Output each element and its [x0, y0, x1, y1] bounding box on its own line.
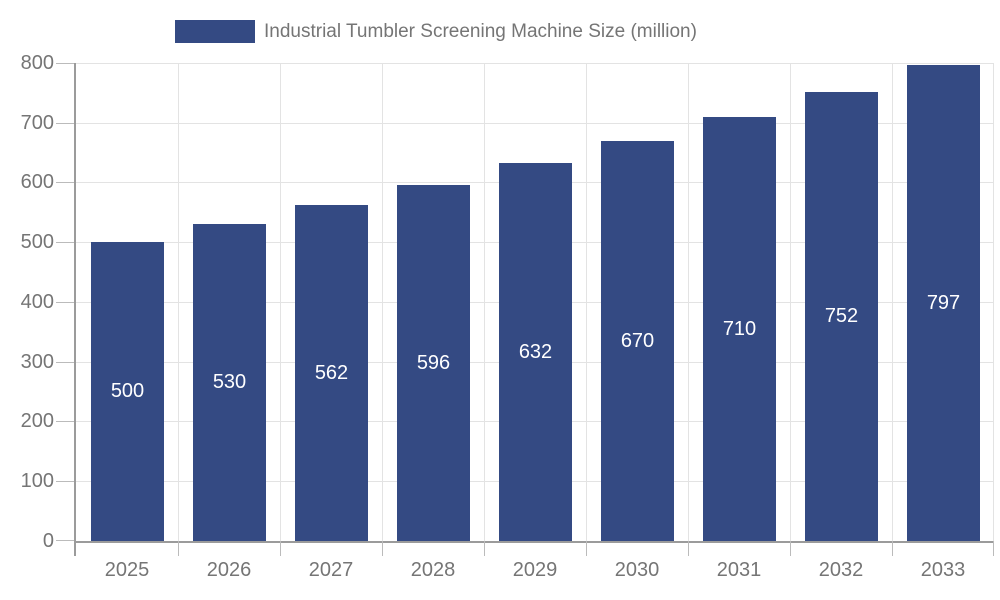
x-axis-label: 2026	[206, 559, 252, 581]
y-axis-label: 800	[20, 52, 54, 74]
y-axis-tick	[56, 242, 74, 243]
bar-value-label: 596	[416, 351, 451, 374]
x-axis-tick	[178, 541, 179, 556]
x-gridline	[790, 63, 791, 541]
y-axis-tick	[56, 362, 74, 363]
bar[interactable]: 596	[397, 185, 470, 541]
legend-swatch-icon	[175, 20, 255, 43]
y-axis-label: 0	[42, 530, 54, 552]
plot-area: 0 100 200 300 400 500 600 700 800 500 2025 530 2026 5…	[21, 53, 994, 581]
y-axis-tick	[56, 63, 74, 64]
x-axis-tick	[382, 541, 383, 556]
y-gridline	[76, 63, 994, 64]
y-axis-tick	[56, 481, 74, 482]
y-gridline	[76, 123, 994, 124]
x-axis-tick	[892, 541, 893, 556]
x-axis-tick	[993, 541, 994, 556]
x-axis-label: 2028	[410, 559, 456, 581]
x-axis-label: 2032	[818, 559, 864, 581]
x-axis-label: 2029	[512, 559, 558, 581]
bar-value-label: 562	[314, 361, 349, 384]
y-axis-label: 600	[20, 171, 54, 193]
bar[interactable]: 562	[295, 205, 368, 541]
x-gridline	[688, 63, 689, 541]
bar[interactable]: 710	[703, 117, 776, 541]
x-gridline	[892, 63, 893, 541]
y-axis-label: 500	[20, 231, 54, 253]
x-axis-label: 2027	[308, 559, 354, 581]
bar[interactable]: 500	[91, 242, 164, 541]
bar-value-label: 530	[212, 371, 247, 393]
x-axis-tick	[280, 541, 281, 556]
x-axis-label: 2031	[716, 559, 762, 581]
legend[interactable]: Industrial Tumbler Screening Machine Siz…	[175, 20, 697, 43]
bar-value-label: 500	[110, 380, 145, 402]
x-gridline	[280, 63, 281, 541]
y-axis-tick	[56, 302, 74, 303]
bar[interactable]: 752	[805, 92, 878, 541]
bar-value-label: 797	[926, 291, 961, 314]
legend-label: Industrial Tumbler Screening Machine Siz…	[264, 20, 697, 42]
x-gridline	[178, 63, 179, 541]
bar[interactable]: 632	[499, 163, 572, 541]
x-axis-tick	[688, 541, 689, 556]
y-axis-tick	[56, 182, 74, 183]
bar[interactable]: 797	[907, 65, 980, 541]
x-axis-tick	[790, 541, 791, 556]
y-axis-label: 200	[20, 410, 54, 432]
x-axis-label: 2025	[104, 559, 150, 581]
bar[interactable]: 530	[193, 224, 266, 541]
x-axis-tick	[586, 541, 587, 556]
y-axis-tick	[56, 123, 74, 124]
bar-value-label: 710	[722, 317, 757, 340]
x-axis-label: 2030	[614, 559, 660, 581]
y-axis-tick	[56, 540, 74, 541]
bar[interactable]: 670	[601, 141, 674, 541]
y-axis-label: 400	[20, 291, 54, 313]
x-axis-label: 2033	[920, 559, 966, 581]
bar-value-label: 670	[620, 329, 655, 352]
x-axis-tick	[484, 541, 485, 556]
bar-value-label: 752	[824, 305, 859, 327]
y-axis-label: 300	[20, 351, 54, 373]
bar-value-label: 632	[518, 340, 553, 363]
x-gridline	[484, 63, 485, 541]
x-gridline	[382, 63, 383, 541]
y-axis-label: 700	[20, 112, 54, 134]
y-axis-tick	[56, 421, 74, 422]
x-gridline	[993, 63, 994, 541]
y-axis-tick	[74, 541, 76, 556]
y-axis-label: 100	[20, 470, 54, 492]
x-gridline	[586, 63, 587, 541]
